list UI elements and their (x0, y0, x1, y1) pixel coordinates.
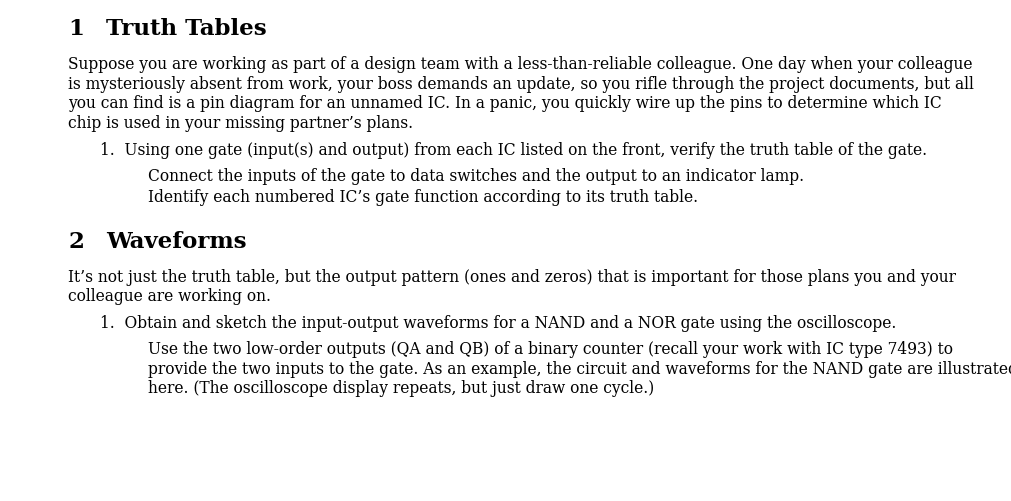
Text: colleague are working on.: colleague are working on. (68, 288, 271, 305)
Text: Connect the inputs of the gate to data switches and the output to an indicator l: Connect the inputs of the gate to data s… (148, 167, 804, 184)
Text: is mysteriously absent from work, your boss demands an update, so you rifle thro: is mysteriously absent from work, your b… (68, 76, 973, 93)
Text: 2: 2 (68, 230, 84, 253)
Text: you can find is a pin diagram for an unnamed IC. In a panic, you quickly wire up: you can find is a pin diagram for an unn… (68, 95, 941, 112)
Text: Truth Tables: Truth Tables (106, 18, 267, 40)
Text: 1.  Using one gate (input(s) and output) from each IC listed on the front, verif: 1. Using one gate (input(s) and output) … (100, 142, 926, 159)
Text: Identify each numbered IC’s gate function according to its truth table.: Identify each numbered IC’s gate functio… (148, 189, 698, 206)
Text: It’s not just the truth table, but the output pattern (ones and zeros) that is i: It’s not just the truth table, but the o… (68, 269, 955, 286)
Text: Waveforms: Waveforms (106, 230, 247, 253)
Text: here. (The oscilloscope display repeats, but just draw one cycle.): here. (The oscilloscope display repeats,… (148, 380, 653, 397)
Text: 1.  Obtain and sketch the input-output waveforms for a NAND and a NOR gate using: 1. Obtain and sketch the input-output wa… (100, 316, 896, 333)
Text: Use the two low-order outputs (QA and QB) of a binary counter (recall your work : Use the two low-order outputs (QA and QB… (148, 341, 952, 358)
Text: chip is used in your missing partner’s plans.: chip is used in your missing partner’s p… (68, 115, 412, 131)
Text: 1: 1 (68, 18, 84, 40)
Text: provide the two inputs to the gate. As an example, the circuit and waveforms for: provide the two inputs to the gate. As a… (148, 361, 1011, 377)
Text: Suppose you are working as part of a design team with a less-than-reliable colle: Suppose you are working as part of a des… (68, 56, 972, 73)
